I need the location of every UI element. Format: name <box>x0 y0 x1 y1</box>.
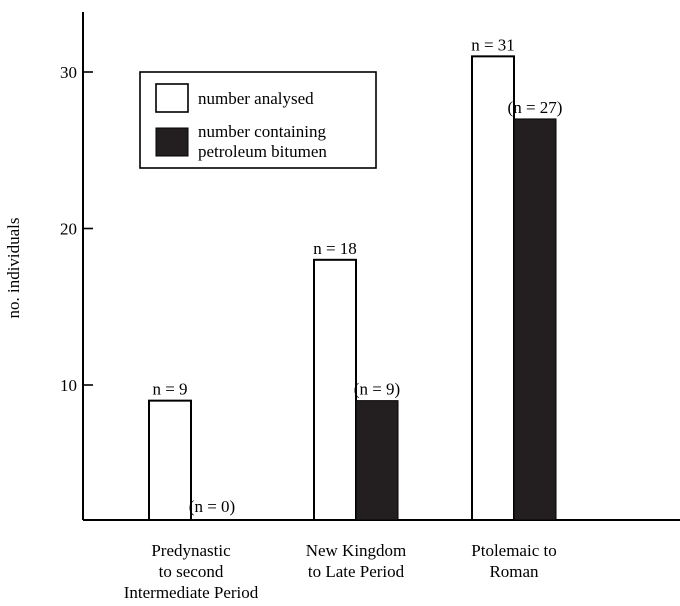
bar-analysed-1 <box>313 258 357 521</box>
y-tick-label: 10 <box>60 376 77 395</box>
bar-label-bitumen-1: (n = 9) <box>354 380 400 399</box>
bar-label-analysed-1: n = 18 <box>313 239 357 258</box>
legend-swatch-analysed <box>155 83 189 113</box>
legend-swatch-bitumen <box>155 127 189 157</box>
category-label-2-line-0: Ptolemaic to <box>471 541 556 560</box>
category-label-0-line-0: Predynastic <box>151 541 231 560</box>
y-tick-label: 30 <box>60 63 77 82</box>
bar-analysed-0 <box>148 399 192 521</box>
category-label-2-line-1: Roman <box>489 562 539 581</box>
category-label-1-line-0: New Kingdom <box>306 541 407 560</box>
y-tick-label: 20 <box>60 220 77 239</box>
bar-bitumen-1 <box>355 400 399 521</box>
legend-label-bitumen-line-0: number containing <box>198 122 326 141</box>
bar-label-analysed-2: n = 31 <box>471 35 515 54</box>
bar-label-bitumen-0: (n = 0) <box>189 497 235 516</box>
category-label-1-line-1: to Late Period <box>308 562 405 581</box>
legend-label-analysed: number analysed <box>198 89 314 108</box>
legend-label-bitumen-line-1: petroleum bitumen <box>198 142 327 161</box>
bar-label-bitumen-2: (n = 27) <box>508 98 563 117</box>
bar-analysed-2 <box>471 55 515 521</box>
bar-label-analysed-0: n = 9 <box>152 380 187 399</box>
bar-bitumen-2 <box>513 118 557 521</box>
category-label-0-line-2: Intermediate Period <box>124 583 259 602</box>
category-label-0-line-1: to second <box>159 562 224 581</box>
y-axis-label: no. individuals <box>4 217 23 318</box>
